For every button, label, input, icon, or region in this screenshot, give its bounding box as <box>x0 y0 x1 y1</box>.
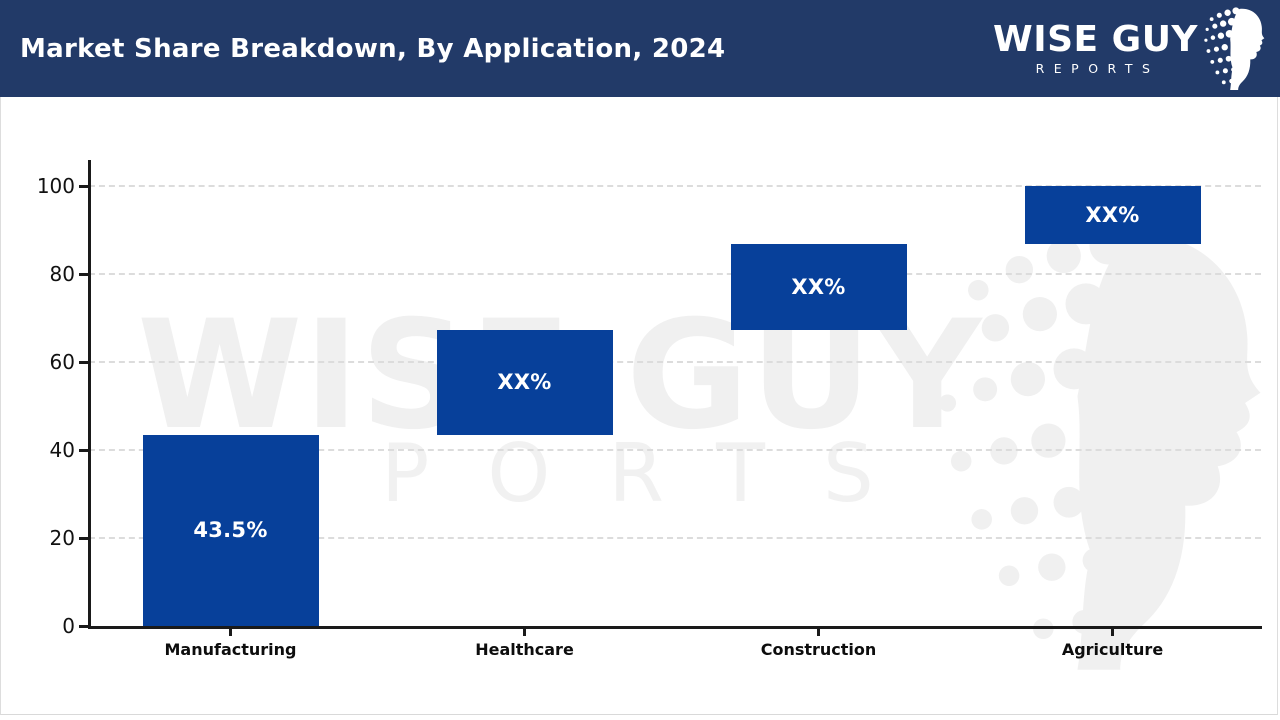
x-axis-tick-mark <box>229 628 232 636</box>
bar-value-label: XX% <box>497 370 552 395</box>
y-axis-tick-label: 0 <box>62 614 75 638</box>
bar-value-label: XX% <box>791 274 846 299</box>
y-axis-tick-label: 100 <box>36 174 75 198</box>
x-axis-category-label: Healthcare <box>475 640 574 659</box>
logo-wordmark: WISE GUY <box>992 19 1198 61</box>
page-title: Market Share Breakdown, By Application, … <box>20 33 726 64</box>
x-axis-tick-mark <box>523 628 526 636</box>
x-axis-category-label: Agriculture <box>1061 640 1164 659</box>
x-axis-category-label: Manufacturing <box>164 640 297 659</box>
logo-subtitle: REPORTS <box>1035 60 1160 76</box>
gridline-40 <box>89 449 1261 451</box>
bar-value-label: 43.5% <box>193 518 268 543</box>
bar-construction: XX% <box>730 244 907 330</box>
gridline-20 <box>89 537 1261 539</box>
x-axis-line <box>88 626 1262 629</box>
bar-healthcare: XX% <box>436 329 613 435</box>
waterfall-chart: 0 20 40 60 80 100 43.5% Manufacturing XX% Healthc… <box>1 97 1277 714</box>
bar-manufacturing: 43.5% <box>142 434 319 626</box>
y-axis-tick-mark <box>79 273 89 276</box>
y-axis-tick-label: 80 <box>49 262 75 286</box>
y-axis-tick-mark <box>79 449 89 452</box>
wise-guy-reports-logo: WISE GUY REPORTS <box>993 7 1266 90</box>
y-axis-tick-mark <box>79 185 89 188</box>
y-axis-tick-label: 20 <box>49 526 75 550</box>
logo-text: WISE GUY REPORTS <box>993 21 1198 76</box>
bar-value-label: XX% <box>1085 203 1140 228</box>
gridline-80 <box>89 273 1261 275</box>
header-bar: Market Share Breakdown, By Application, … <box>0 0 1280 97</box>
bar-agriculture: XX% <box>1024 186 1201 245</box>
gridline-60 <box>89 361 1261 363</box>
y-axis-tick-label: 60 <box>49 350 75 374</box>
y-axis-tick-mark <box>79 537 89 540</box>
gridline-100 <box>89 185 1261 187</box>
y-axis-tick-mark <box>79 361 89 364</box>
y-axis-tick-label: 40 <box>49 438 75 462</box>
x-axis-category-label: Construction <box>760 640 877 659</box>
y-axis-line <box>88 160 91 628</box>
x-axis-tick-mark <box>1111 628 1114 636</box>
y-axis-tick-mark <box>79 625 89 628</box>
dotted-face-icon <box>1204 7 1265 90</box>
chart-canvas: WISE GUY REPORTS 0 20 40 60 80 100 43.5% Manufa… <box>0 97 1278 715</box>
x-axis-tick-mark <box>817 628 820 636</box>
